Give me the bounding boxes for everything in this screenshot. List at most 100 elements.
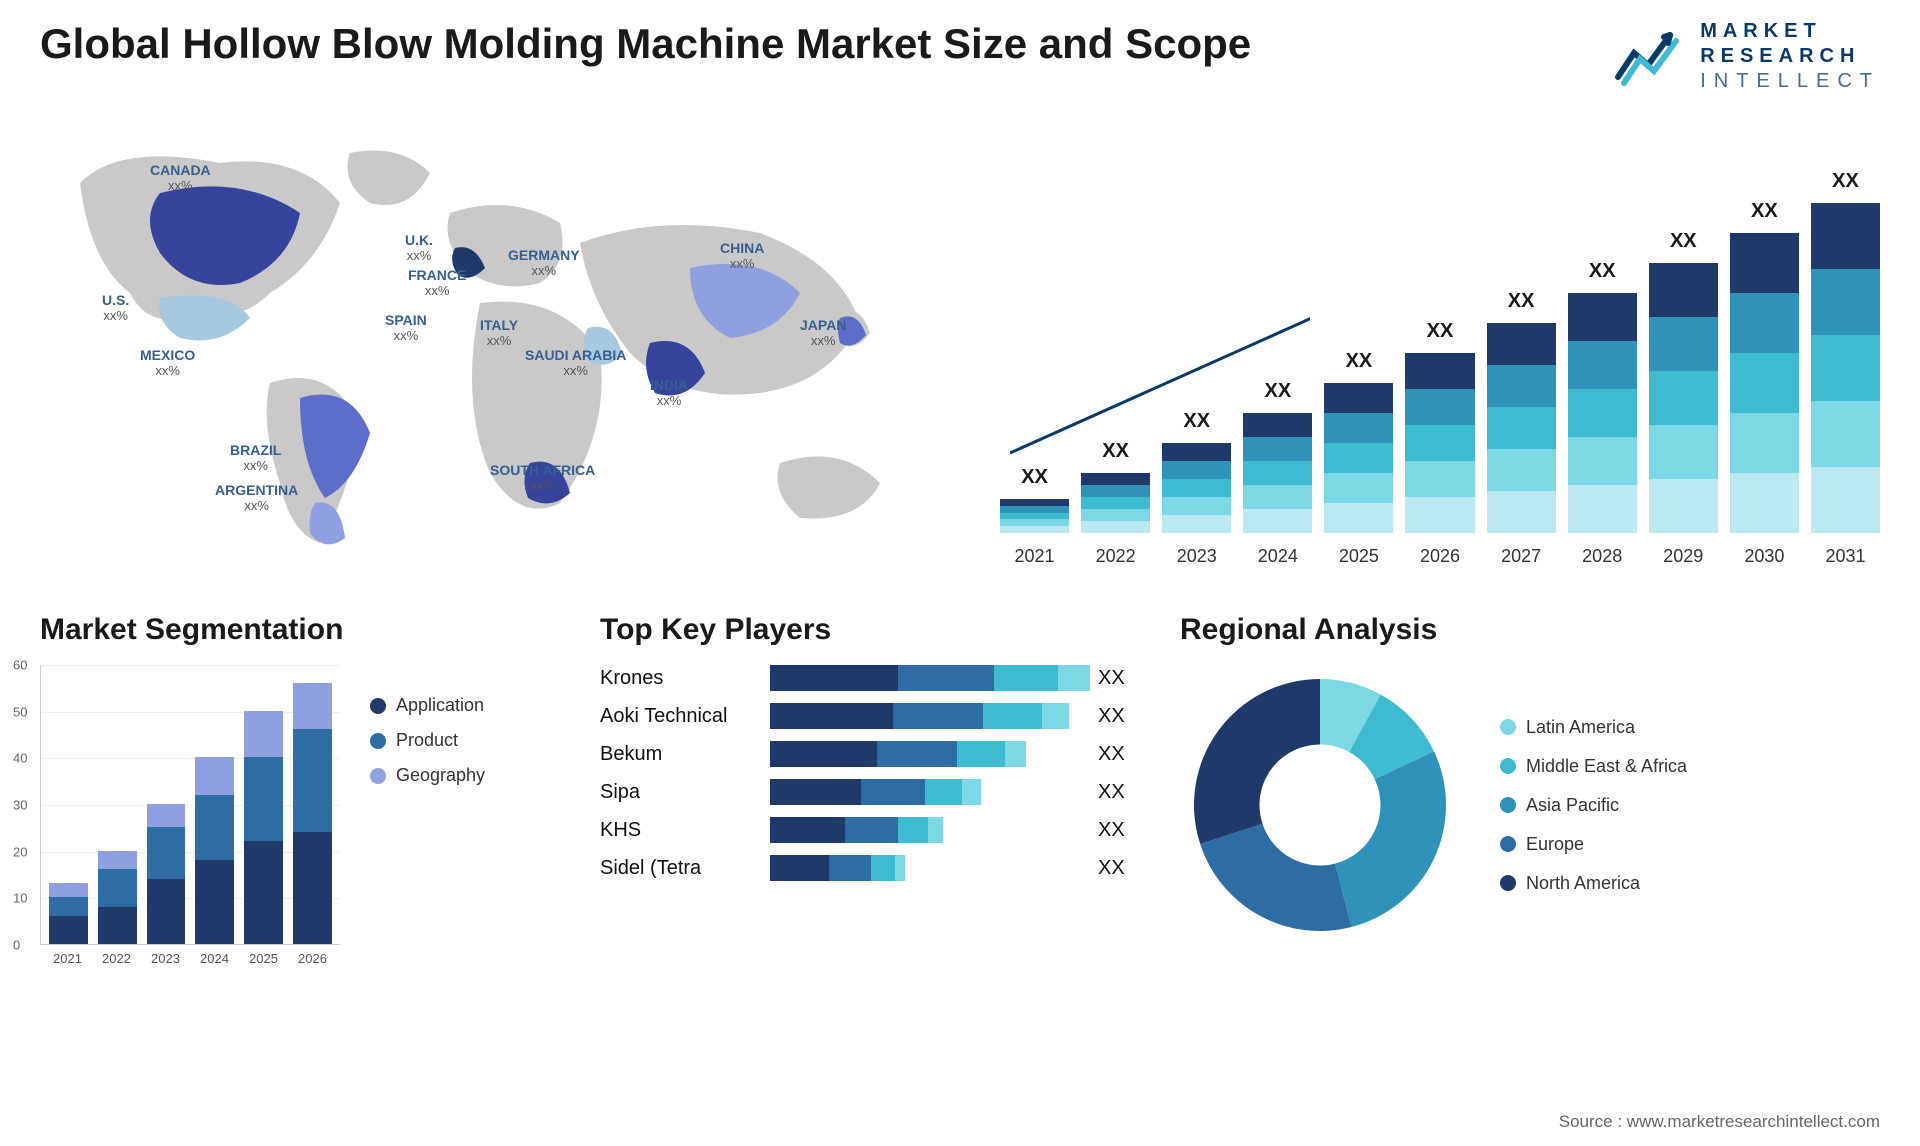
map-country-label: INDIAxx%: [650, 378, 688, 409]
seg-xtick: 2026: [293, 951, 332, 966]
players-chart: KronesXXAoki TechnicalXXBekumXXSipaXXKHS…: [600, 665, 1140, 881]
map-country-label: SOUTH AFRICAxx%: [490, 463, 595, 494]
player-name: Bekum: [600, 743, 770, 766]
map-country-label: SPAINxx%: [385, 313, 427, 344]
legend-swatch-icon: [1500, 836, 1516, 852]
segmentation-chart: 0102030405060: [40, 665, 340, 945]
segmentation-legend: Application Product Geography: [370, 665, 485, 966]
growth-bar: XX: [1811, 170, 1880, 533]
player-name: Aoki Technical: [600, 705, 770, 728]
player-value: XX: [1090, 743, 1140, 766]
map-country-label: SAUDI ARABIAxx%: [525, 348, 626, 379]
growth-year-label: 2026: [1405, 546, 1474, 567]
legend-label: North America: [1526, 873, 1640, 894]
map-country-label: JAPANxx%: [800, 318, 846, 349]
legend-label: Geography: [396, 765, 485, 786]
player-value: XX: [1090, 705, 1140, 728]
seg-ytick: 50: [13, 704, 27, 719]
growth-year-label: 2025: [1324, 546, 1393, 567]
growth-year-label: 2031: [1811, 546, 1880, 567]
growth-bar-value: XX: [1183, 410, 1210, 433]
seg-ytick: 20: [13, 844, 27, 859]
map-country-label: CANADAxx%: [150, 163, 211, 194]
growth-bar: XX: [1243, 380, 1312, 533]
legend-item: Latin America: [1500, 717, 1687, 738]
legend-swatch-icon: [370, 698, 386, 714]
map-country-label: BRAZILxx%: [230, 443, 281, 474]
player-bar: [770, 703, 1069, 729]
brand-logo: MARKET RESEARCH INTELLECT: [1614, 20, 1880, 93]
growth-year-label: 2024: [1243, 546, 1312, 567]
logo-line1: MARKET: [1700, 20, 1880, 43]
map-country-label: MEXICOxx%: [140, 348, 195, 379]
legend-swatch-icon: [1500, 875, 1516, 891]
seg-bar: [98, 851, 137, 944]
legend-label: Middle East & Africa: [1526, 756, 1687, 777]
player-name: KHS: [600, 819, 770, 842]
map-country-label: U.K.xx%: [405, 233, 433, 264]
legend-item: Europe: [1500, 834, 1687, 855]
growth-year-label: 2022: [1081, 546, 1150, 567]
player-bar: [770, 741, 1026, 767]
growth-year-label: 2028: [1568, 546, 1637, 567]
regional-title: Regional Analysis: [1180, 613, 1880, 647]
legend-label: Asia Pacific: [1526, 795, 1619, 816]
legend-swatch-icon: [370, 733, 386, 749]
player-bar: [770, 817, 943, 843]
growth-bar-value: XX: [1589, 260, 1616, 283]
map-country-label: CHINAxx%: [720, 241, 764, 272]
seg-bar: [195, 757, 234, 944]
legend-swatch-icon: [1500, 797, 1516, 813]
seg-ytick: 40: [13, 751, 27, 766]
seg-ytick: 30: [13, 798, 27, 813]
seg-xtick: 2025: [244, 951, 283, 966]
player-bar: [770, 665, 1090, 691]
legend-label: Application: [396, 695, 484, 716]
player-value: XX: [1090, 781, 1140, 804]
growth-year-label: 2021: [1000, 546, 1069, 567]
legend-swatch-icon: [1500, 758, 1516, 774]
player-name: Sipa: [600, 781, 770, 804]
growth-chart-panel: XXXXXXXXXXXXXXXXXXXXXX 20212022202320242…: [980, 123, 1880, 563]
seg-bar: [147, 804, 186, 944]
seg-xtick: 2021: [48, 951, 87, 966]
legend-label: Europe: [1526, 834, 1584, 855]
source-label: Source : www.marketresearchintellect.com: [1559, 1112, 1880, 1132]
growth-bar-value: XX: [1102, 440, 1129, 463]
growth-bar-value: XX: [1751, 200, 1778, 223]
player-bar: [770, 855, 905, 881]
growth-year-label: 2027: [1487, 546, 1556, 567]
growth-year-label: 2029: [1649, 546, 1718, 567]
map-country-label: ITALYxx%: [480, 318, 518, 349]
growth-bar-value: XX: [1427, 320, 1454, 343]
regional-donut: [1180, 665, 1460, 945]
seg-bar: [49, 883, 88, 944]
growth-bar: XX: [1324, 350, 1393, 533]
map-country-label: FRANCExx%: [408, 268, 466, 299]
players-title: Top Key Players: [600, 613, 1140, 647]
growth-bar: XX: [1081, 440, 1150, 533]
growth-year-label: 2023: [1162, 546, 1231, 567]
growth-bar: XX: [1162, 410, 1231, 533]
player-value: XX: [1090, 819, 1140, 842]
donut-slice: [1200, 824, 1351, 931]
segmentation-title: Market Segmentation: [40, 613, 560, 647]
growth-bar: XX: [1568, 260, 1637, 533]
donut-slice: [1335, 751, 1446, 927]
growth-bar: XX: [1487, 290, 1556, 533]
legend-item: Product: [370, 730, 485, 751]
player-value: XX: [1090, 667, 1140, 690]
segmentation-panel: Market Segmentation 0102030405060 2021 20…: [40, 613, 560, 966]
logo-line2: RESEARCH: [1700, 45, 1880, 68]
map-country-label: GERMANYxx%: [508, 248, 580, 279]
map-country-label: ARGENTINAxx%: [215, 483, 298, 514]
donut-slice: [1194, 679, 1320, 844]
legend-item: Asia Pacific: [1500, 795, 1687, 816]
regional-legend: Latin America Middle East & Africa Asia Pa…: [1500, 717, 1687, 894]
legend-item: North America: [1500, 873, 1687, 894]
seg-bar: [293, 683, 332, 944]
growth-bar-value: XX: [1264, 380, 1291, 403]
players-panel: Top Key Players KronesXXAoki TechnicalXX…: [600, 613, 1140, 966]
legend-swatch-icon: [370, 768, 386, 784]
growth-bar-value: XX: [1670, 230, 1697, 253]
